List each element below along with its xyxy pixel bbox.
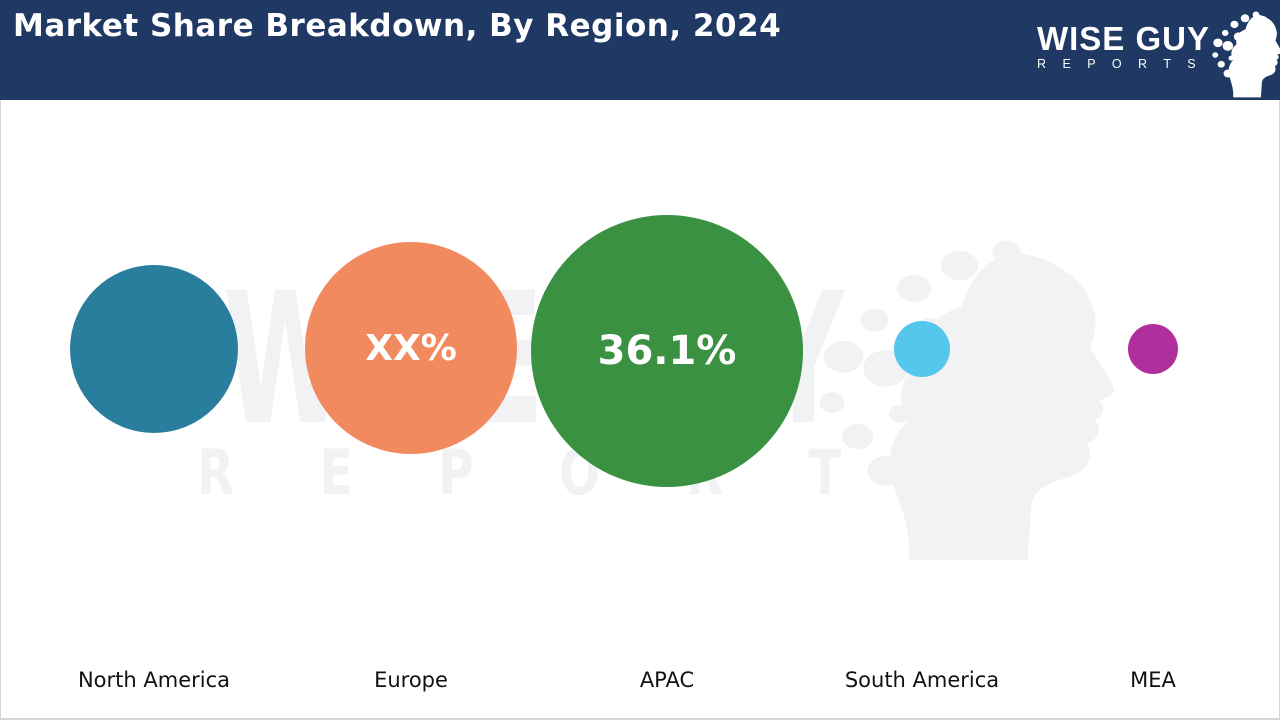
category-label-mea: MEA <box>1130 668 1176 692</box>
category-label-north-america: North America <box>77 668 231 692</box>
bubble-value-label-apac: 36.1% <box>597 328 737 374</box>
chart-area: WISE GUY R E P O R T S XX%36.1% North Am… <box>0 100 1280 720</box>
bubble-north-america <box>70 265 238 433</box>
bubble-value-label-europe: XX% <box>365 327 457 369</box>
category-label-europe: Europe <box>374 668 448 692</box>
category-label-south-america: South America <box>844 668 1000 692</box>
header-bar: Market Share Breakdown, By Region, 2024 … <box>0 0 1280 100</box>
bubble-apac: 36.1% <box>531 215 803 487</box>
logo-subtext: R E P O R T S <box>1036 57 1203 71</box>
category-label-row: North America Europe APAC South America MEA <box>1 668 1280 708</box>
wise-guy-reports-logo: WISE GUY R E P O R T S <box>1030 0 1280 100</box>
bubble-europe: XX% <box>305 242 517 454</box>
bubble-mea <box>1128 324 1178 374</box>
bubble-south-america <box>894 321 950 377</box>
logo-text: WISE GUY R E P O R T S <box>1037 22 1210 71</box>
category-label-apac: APAC <box>639 668 695 692</box>
logo-wordmark: WISE GUY <box>1036 20 1210 57</box>
page-title: Market Share Breakdown, By Region, 2024 <box>13 8 782 44</box>
